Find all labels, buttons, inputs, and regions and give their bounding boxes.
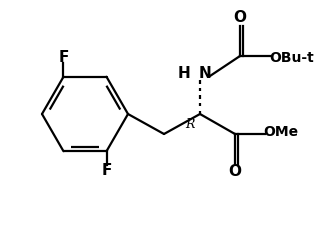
Text: F: F — [101, 163, 112, 178]
Text: O: O — [229, 165, 241, 180]
Text: F: F — [58, 50, 69, 65]
Text: O: O — [234, 10, 246, 25]
Text: OBu-t: OBu-t — [270, 51, 315, 65]
Text: R: R — [185, 118, 195, 131]
Text: H: H — [178, 67, 190, 81]
Text: N: N — [199, 67, 211, 81]
Text: OMe: OMe — [264, 125, 298, 139]
